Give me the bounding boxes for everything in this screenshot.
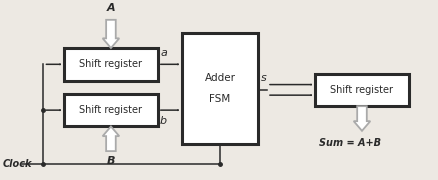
Text: a: a — [160, 48, 167, 58]
Text: Clock: Clock — [3, 159, 32, 169]
Polygon shape — [102, 20, 119, 48]
Bar — [182, 33, 258, 144]
Text: s: s — [261, 73, 266, 83]
Text: Shift register: Shift register — [79, 105, 142, 115]
Bar — [315, 74, 409, 106]
Polygon shape — [102, 126, 119, 151]
Text: b: b — [160, 116, 167, 126]
Text: Adder: Adder — [205, 73, 236, 83]
Text: FSM: FSM — [209, 94, 231, 104]
Text: Shift register: Shift register — [79, 59, 142, 69]
Text: A: A — [106, 3, 115, 13]
Text: B: B — [107, 156, 115, 166]
Text: Sum = A+B: Sum = A+B — [319, 138, 381, 148]
Bar — [64, 48, 158, 81]
Bar — [64, 94, 158, 126]
Text: Shift register: Shift register — [331, 85, 393, 95]
Polygon shape — [354, 106, 370, 131]
